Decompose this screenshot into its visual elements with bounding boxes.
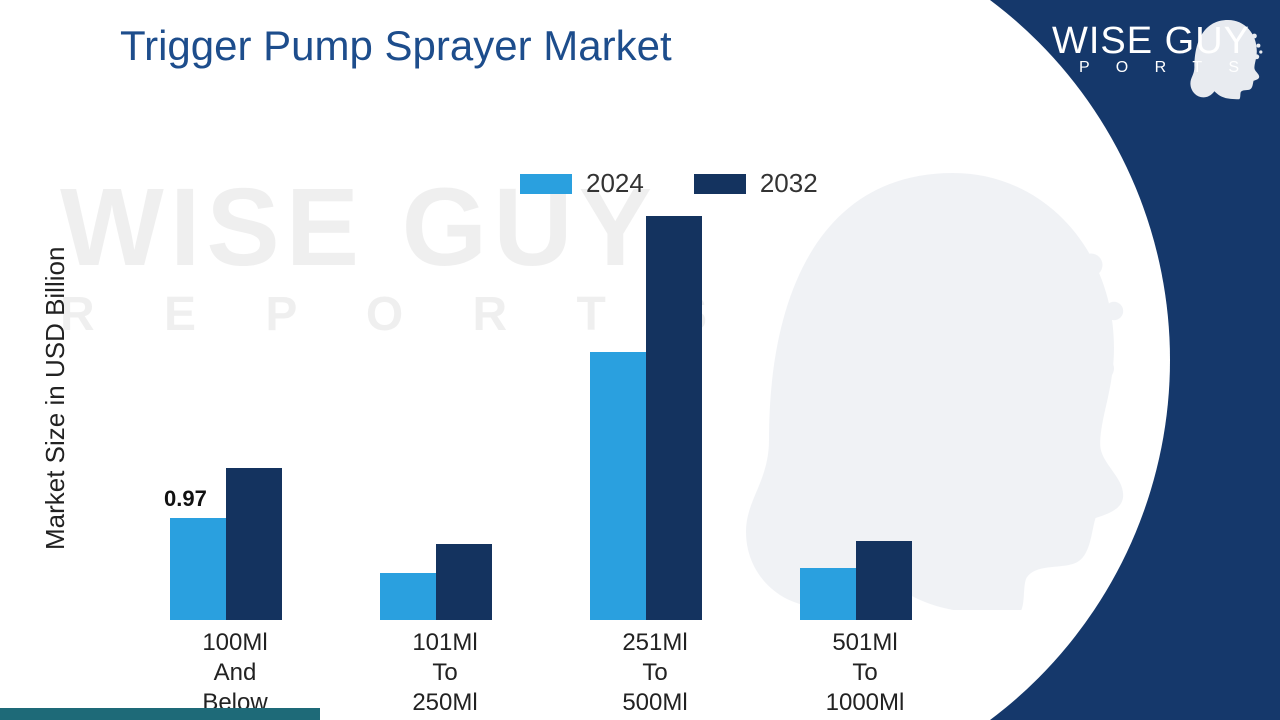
- bar-2032: [856, 541, 912, 620]
- bar-2024: [590, 352, 646, 620]
- bar-2032: [226, 468, 282, 620]
- bar-2032: [646, 216, 702, 620]
- x-axis-category-label: 251MlTo500Ml: [565, 628, 745, 718]
- x-axis-category-label: 100MlAndBelow: [145, 628, 325, 718]
- legend-swatch-2032: [694, 174, 746, 194]
- legend-label-2032: 2032: [760, 168, 818, 199]
- x-axis-category-label: 101MlTo250Ml: [355, 628, 535, 718]
- stage: WISE GUY R E P O R T S Trigger Pump Spra…: [0, 0, 1280, 720]
- brand-logo: WISE GUY R E P O R T S: [1004, 20, 1250, 77]
- legend-item-2024: 2024: [520, 168, 644, 199]
- chart-title: Trigger Pump Sprayer Market: [120, 22, 672, 70]
- legend-item-2032: 2032: [694, 168, 818, 199]
- bar-value-label: 0.97: [164, 486, 207, 512]
- y-axis-label: Market Size in USD Billion: [40, 247, 71, 550]
- bar-2024: [170, 518, 226, 620]
- legend-label-2024: 2024: [586, 168, 644, 199]
- brand-line2: R E P O R T S: [1004, 59, 1250, 77]
- bar-2024: [380, 573, 436, 620]
- brand-line1: WISE GUY: [1004, 20, 1250, 63]
- legend-swatch-2024: [520, 174, 572, 194]
- chart-plot-area: 0.97100MlAndBelow101MlTo250Ml251MlTo500M…: [120, 200, 960, 620]
- bar-2024: [800, 568, 856, 621]
- x-axis-category-label: 501MlTo1000Ml: [775, 628, 955, 718]
- legend: 2024 2032: [520, 168, 818, 199]
- bar-2032: [436, 544, 492, 620]
- footer-accent-bar: [0, 708, 320, 720]
